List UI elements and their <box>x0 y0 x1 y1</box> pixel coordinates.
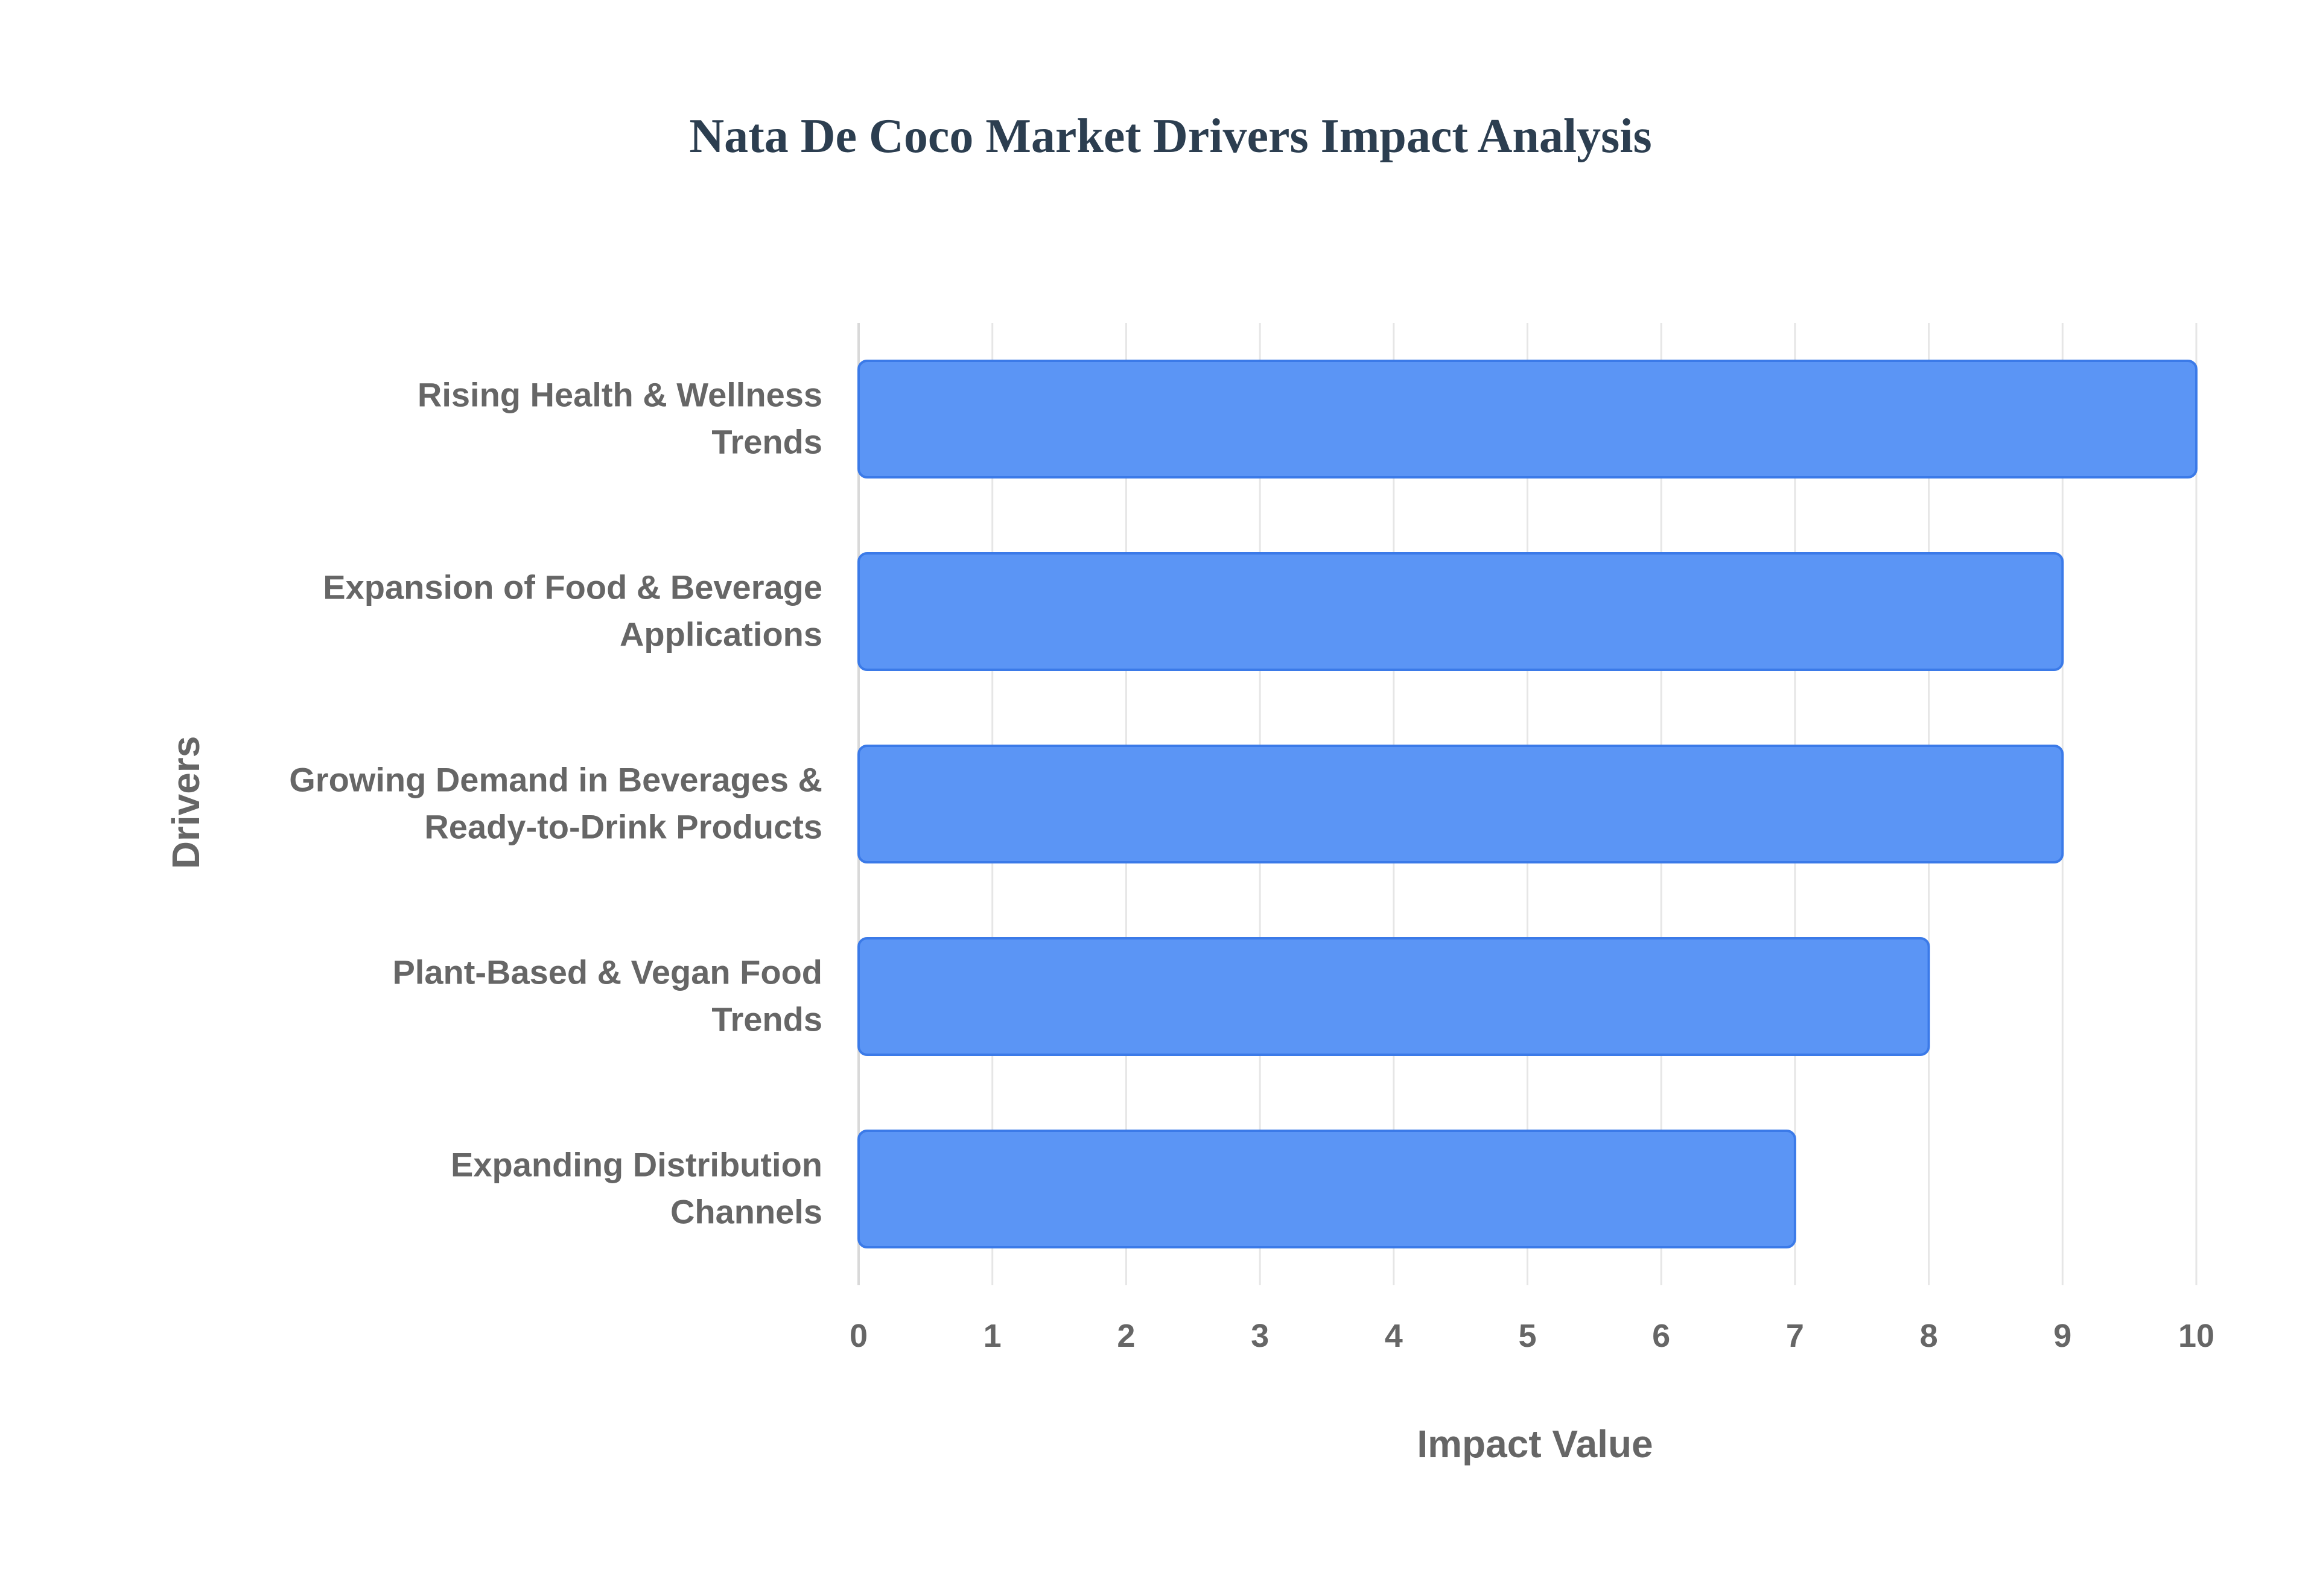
y-axis-title: Drivers <box>164 736 208 870</box>
chart-title: Nata De Coco Market Drivers Impact Analy… <box>689 110 1651 163</box>
x-tick-label: 7 <box>1786 1318 1804 1354</box>
x-tick-label: 2 <box>1117 1318 1135 1354</box>
y-tick-label: Plant-Based & Vegan Food Trends <box>392 953 822 1038</box>
x-tick-label: 10 <box>2178 1318 2214 1354</box>
x-axis-ticks: 0 1 2 3 4 5 6 7 8 9 10 <box>850 1318 2214 1354</box>
x-tick-label: 5 <box>1518 1318 1536 1354</box>
x-axis-title: Impact Value <box>1417 1422 1653 1466</box>
bar[interactable] <box>857 745 2064 863</box>
y-tick-label: Growing Demand in Beverages & Ready-to-Dr… <box>289 761 822 846</box>
bar[interactable] <box>857 552 2064 671</box>
x-tick-label: 9 <box>2053 1318 2071 1354</box>
x-tick-label: 8 <box>1920 1318 1938 1354</box>
x-tick-label: 4 <box>1385 1318 1403 1354</box>
x-tick-label: 0 <box>850 1318 868 1354</box>
x-tick-label: 6 <box>1652 1318 1670 1354</box>
y-tick-label: Rising Health & Wellness Trends <box>418 376 822 461</box>
bar[interactable] <box>857 937 1930 1056</box>
y-tick-label: Expanding Distribution Channels <box>451 1146 822 1231</box>
y-axis-labels: Rising Health & Wellness Trends Expansion … <box>289 376 822 1231</box>
x-tick-label: 1 <box>984 1318 1002 1354</box>
bar[interactable] <box>857 1130 1796 1248</box>
y-tick-label: Expansion of Food & Beverage Applications <box>323 568 822 653</box>
x-tick-label: 3 <box>1251 1318 1269 1354</box>
bars <box>857 360 2198 1248</box>
bar[interactable] <box>857 360 2198 478</box>
